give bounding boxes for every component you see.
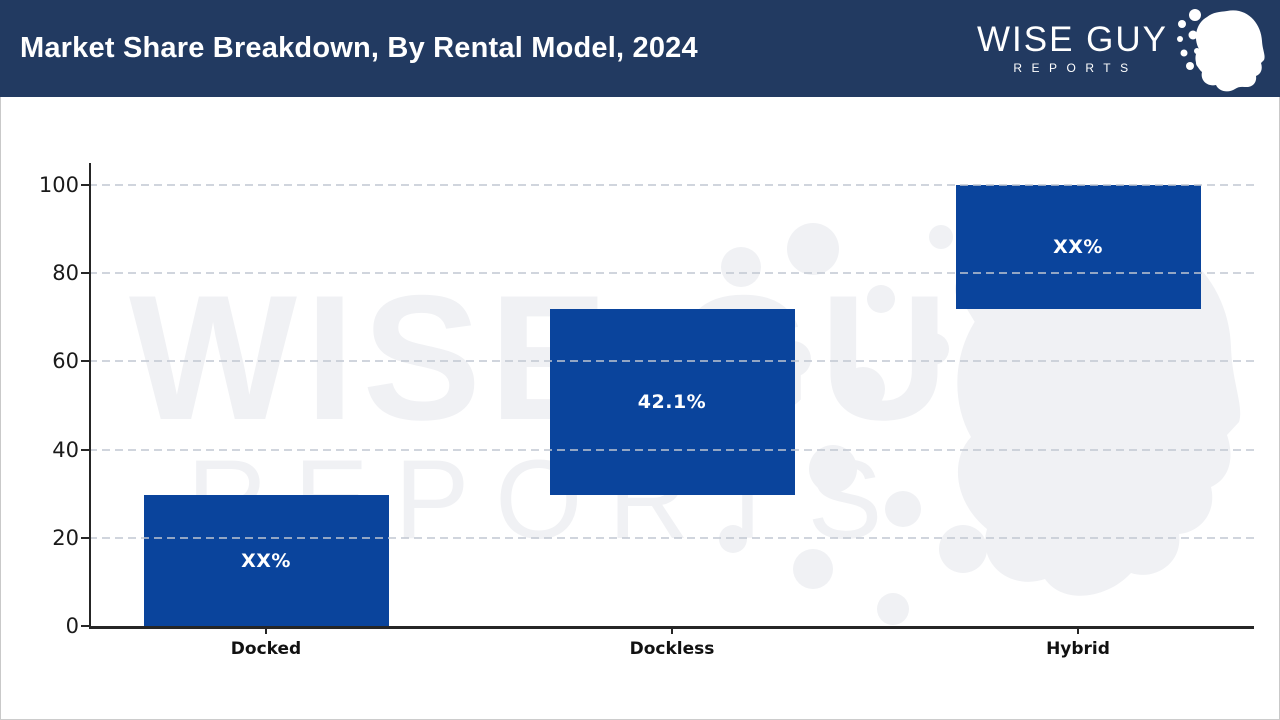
y-tick-label-60: 60 (52, 349, 79, 374)
gridline-80 (89, 272, 1254, 275)
bar-value-label: XX% (241, 549, 291, 572)
x-tick-docked (265, 626, 267, 634)
page-title: Market Share Breakdown, By Rental Model,… (20, 32, 698, 64)
y-tick-label-0: 0 (65, 614, 79, 638)
wise-guy-logo: WISE GUY REPORTS (977, 4, 1266, 94)
y-tick-label-40: 40 (52, 437, 79, 462)
gridline-20 (89, 536, 1254, 539)
gridline-60 (89, 360, 1254, 363)
y-tick-80 (81, 272, 89, 275)
y-tick-0 (81, 625, 89, 627)
bar-docked: XX% (143, 495, 389, 626)
bar-hybrid: XX% (955, 185, 1201, 310)
x-label-hybrid: Hybrid (1046, 639, 1110, 659)
logo-subtitle-text: REPORTS (1013, 61, 1138, 75)
logo-face-icon (1177, 8, 1265, 91)
y-tick-60 (81, 360, 89, 363)
x-tick-hybrid (1077, 626, 1079, 634)
y-axis-spine (89, 163, 91, 629)
gridline-100 (89, 184, 1254, 186)
x-tick-dockless (671, 626, 673, 634)
y-tick-40 (81, 448, 89, 451)
y-tick-20 (81, 536, 89, 539)
gridline-40 (89, 448, 1254, 451)
y-tick-label-20: 20 (52, 525, 79, 550)
y-tick-label-80: 80 (52, 261, 79, 286)
logo-wordmark: WISE GUY REPORTS (977, 22, 1168, 75)
y-tick-100 (81, 184, 89, 186)
y-tick-label-100: 100 (38, 173, 79, 197)
bar-value-label: XX% (1053, 236, 1103, 259)
bar-dockless: 42.1% (549, 309, 795, 496)
logo-wordmark-text: WISE GUY (976, 20, 1168, 59)
header-bar: Market Share Breakdown, By Rental Model,… (0, 0, 1280, 97)
x-label-docked: Docked (230, 639, 302, 659)
chart-area: WISE GUY REPORTS 0 20 40 60 80 100 XX% 42.1% XX%… (1, 97, 1279, 719)
x-label-dockless: Dockless (629, 639, 715, 659)
bar-value-label: 42.1% (637, 391, 707, 414)
